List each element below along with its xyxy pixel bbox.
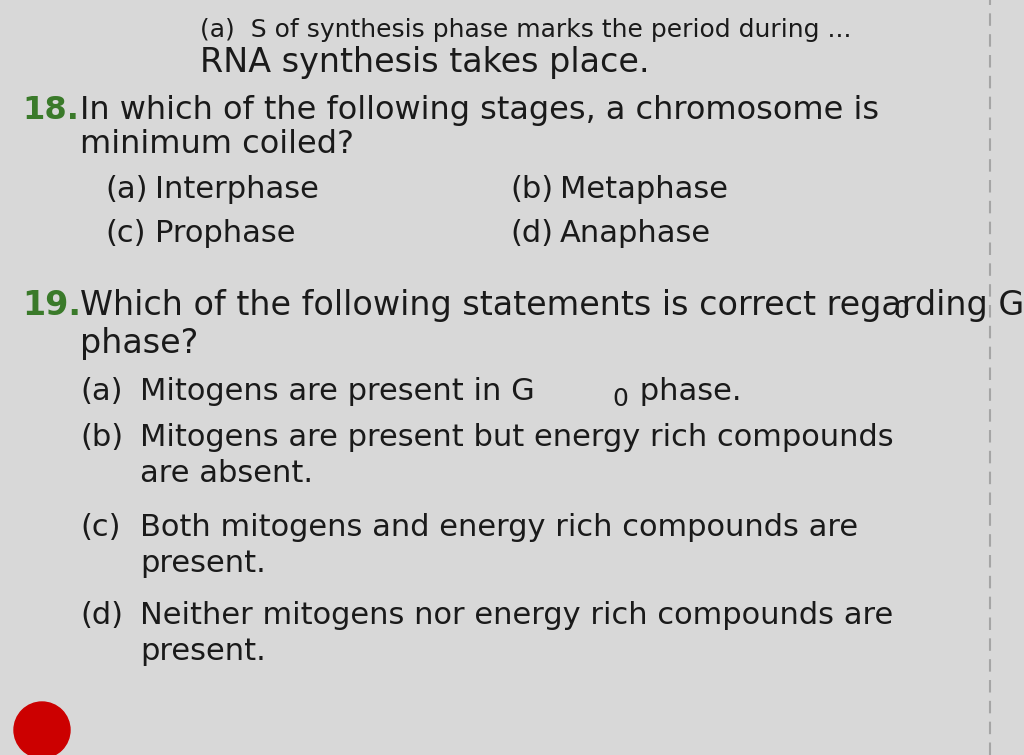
Text: (c): (c) (105, 219, 145, 248)
Text: Anaphase: Anaphase (560, 219, 711, 248)
Circle shape (14, 702, 70, 755)
Text: (a): (a) (105, 175, 147, 204)
Text: (a): (a) (80, 377, 123, 406)
Text: Interphase: Interphase (155, 175, 318, 204)
Text: (c): (c) (80, 513, 121, 542)
Text: In which of the following stages, a chromosome is: In which of the following stages, a chro… (80, 95, 880, 126)
Text: Which of the following statements is correct regarding G: Which of the following statements is cor… (80, 289, 1024, 322)
Text: 19.: 19. (22, 289, 81, 322)
Text: (b): (b) (510, 175, 553, 204)
Text: (b): (b) (80, 423, 123, 452)
Text: Mitogens are present in G: Mitogens are present in G (140, 377, 535, 406)
Text: present.: present. (140, 549, 266, 578)
Text: Neither mitogens nor energy rich compounds are: Neither mitogens nor energy rich compoun… (140, 601, 893, 630)
Text: present.: present. (140, 637, 266, 666)
Text: (d): (d) (510, 219, 553, 248)
Text: phase?: phase? (80, 327, 199, 360)
Text: Prophase: Prophase (155, 219, 296, 248)
Text: minimum coiled?: minimum coiled? (80, 129, 354, 160)
Text: (a)  S of synthesis phase marks the period during ...: (a) S of synthesis phase marks the perio… (200, 18, 852, 42)
Text: are absent.: are absent. (140, 459, 313, 488)
Text: Metaphase: Metaphase (560, 175, 728, 204)
Text: phase.: phase. (630, 377, 741, 406)
Text: (d): (d) (80, 601, 123, 630)
Text: RNA synthesis takes place.: RNA synthesis takes place. (200, 46, 649, 79)
Text: Both mitogens and energy rich compounds are: Both mitogens and energy rich compounds … (140, 513, 858, 542)
Text: 0: 0 (893, 299, 909, 323)
Text: Mitogens are present but energy rich compounds: Mitogens are present but energy rich com… (140, 423, 894, 452)
Text: 18.: 18. (22, 95, 79, 126)
Text: 0: 0 (612, 387, 628, 411)
